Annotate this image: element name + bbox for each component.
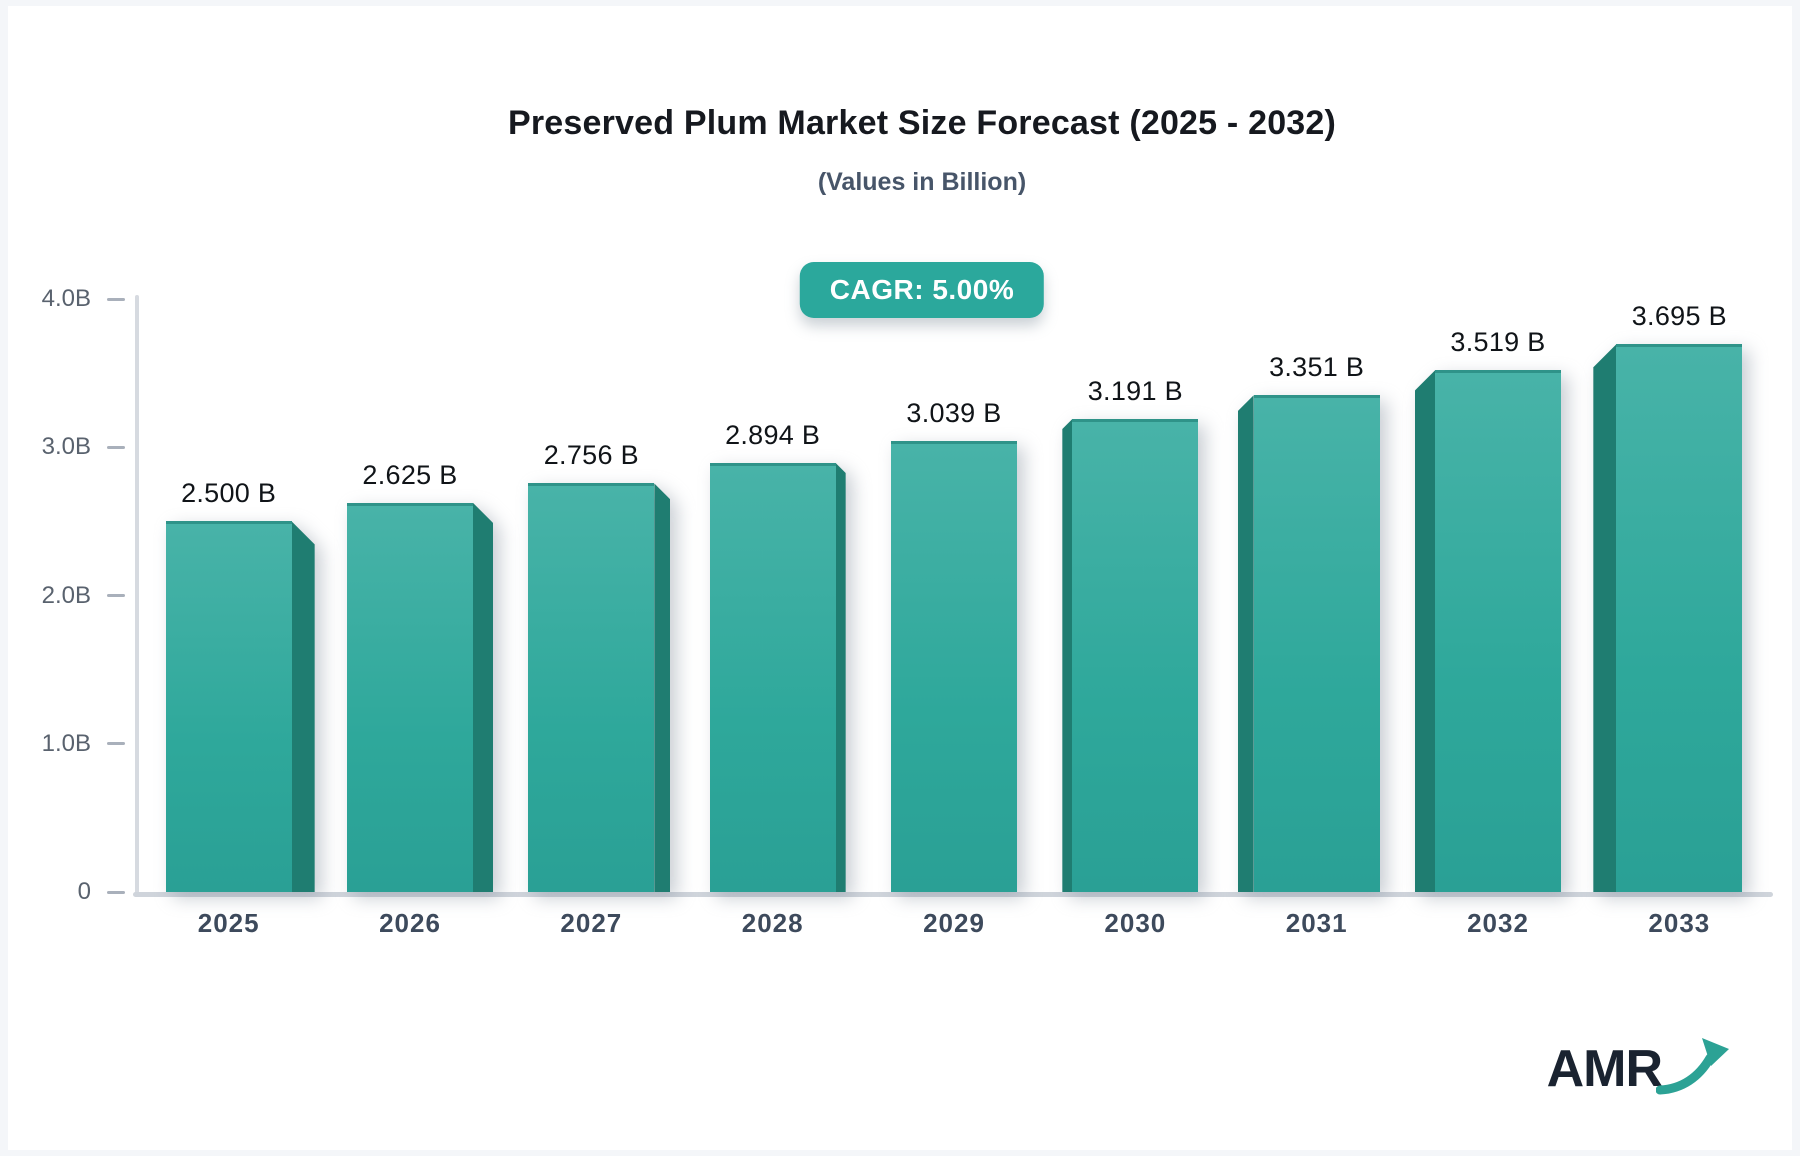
bar-2030 (1062, 418, 1199, 892)
growth-arrow-icon (1656, 1038, 1729, 1095)
x-axis-label-2025: 2025 (197, 908, 260, 938)
x-axis-label-2029: 2029 (923, 908, 985, 938)
bar-value-label: 2.500 B (181, 478, 277, 509)
bar-value-label: 2.756 B (543, 440, 639, 471)
bar-face (1435, 370, 1561, 892)
y-tick-label: 2.0B (41, 581, 91, 609)
bar-side-3d (1062, 418, 1073, 892)
bar-side-3d (1593, 344, 1617, 892)
chart-subtitle: (Values in Billion) (817, 168, 1027, 196)
x-axis-label-2030: 2030 (1104, 908, 1167, 938)
bar-face (891, 441, 1017, 892)
bar-value-label: 2.625 B (362, 459, 458, 490)
y-tick-dash (107, 297, 125, 301)
bar-face (709, 462, 836, 892)
cagr-badge: CAGR: 5.00% (799, 262, 1045, 318)
plot-area: 4.0B 3.0B 2.0B 1.0B 0 2.500 B 2.625 B 2.756 B 2… (42, 285, 1773, 938)
x-axis-label-2033: 2033 (1648, 908, 1711, 938)
bar-2031 (1237, 395, 1380, 892)
bar-2033 (1593, 344, 1743, 892)
bar-side-3d (1237, 395, 1254, 892)
y-tick-label: 1.0B (41, 729, 91, 757)
bar-value-label: 3.519 B (1450, 327, 1546, 358)
bar-2027 (528, 483, 671, 892)
bar-value-label: 3.351 B (1269, 352, 1365, 383)
bar-side-3d (1415, 370, 1435, 892)
bar-value-label: 3.191 B (1087, 375, 1183, 406)
bar-2025 (165, 521, 315, 892)
bar-side-3d (473, 502, 493, 892)
y-tick-label: 3.0B (41, 433, 91, 461)
bar-side-3d (654, 483, 671, 892)
bar-2026 (347, 502, 493, 892)
cagr-label: CAGR: 5.00% (829, 274, 1015, 305)
bar-2029 (891, 441, 1017, 892)
bar-face (1253, 395, 1380, 892)
y-tick-dash (107, 594, 125, 597)
bar-2032 (1415, 370, 1561, 892)
y-axis-line (135, 295, 139, 896)
x-axis-line (133, 892, 1773, 897)
y-tick-dash (107, 742, 125, 746)
bar-face (165, 521, 292, 892)
y-tick-dash (107, 445, 125, 449)
x-axis-label-2032: 2032 (1467, 908, 1529, 938)
bar-face (347, 502, 473, 892)
chart-title: Preserved Plum Market Size Forecast (202… (507, 104, 1337, 142)
bar-value-label: 2.894 B (725, 419, 821, 450)
bar-value-label: 3.039 B (906, 398, 1002, 429)
y-tick-dash (107, 890, 125, 894)
x-axis-label-2027: 2027 (560, 908, 623, 938)
y-tick-label: 0 (77, 878, 91, 905)
bar-face (1072, 418, 1199, 892)
bar-side-3d (291, 521, 315, 892)
brand-logo: AMR (1547, 1036, 1730, 1098)
bar-face (528, 483, 655, 892)
x-axis-label-2031: 2031 (1285, 908, 1348, 938)
bar-side-3d (835, 462, 846, 892)
bar-value-label: 3.695 B (1631, 301, 1727, 332)
x-axis-label-2026: 2026 (379, 908, 441, 938)
x-axis-label-2028: 2028 (741, 908, 804, 938)
brand-logo-text: AMR (1546, 1040, 1663, 1098)
chart-card: Preserved Plum Market Size Forecast (202… (8, 6, 1792, 1150)
y-tick-label: 4.0B (41, 285, 91, 312)
bar-face (1616, 344, 1743, 892)
bar-2028 (709, 462, 846, 892)
